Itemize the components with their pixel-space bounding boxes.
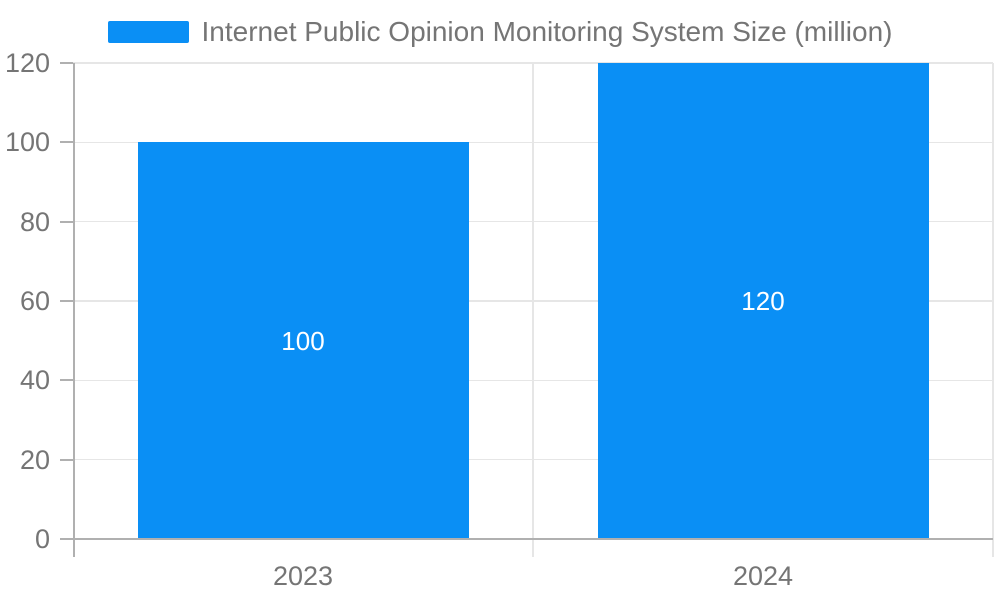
- y-tick-label: 40: [19, 365, 50, 396]
- y-tick-label: 80: [19, 206, 50, 237]
- y-axis-tick: [60, 458, 73, 461]
- y-axis-tick: [60, 379, 73, 382]
- bar[interactable]: 120: [597, 63, 929, 539]
- legend-swatch: [107, 21, 189, 43]
- y-axis-tick: [60, 62, 73, 64]
- x-tick-label: 2023: [272, 561, 334, 591]
- category-boundary-line: [532, 63, 534, 557]
- x-axis-line: [73, 538, 993, 540]
- legend-label: Internet Public Opinion Monitoring Syste…: [201, 16, 893, 47]
- x-tick-label: 2024: [732, 561, 794, 591]
- y-axis-tick: [60, 220, 73, 223]
- y-tick-label: 0: [34, 524, 50, 554]
- y-axis-tick: [60, 538, 73, 540]
- bar-value-label: 100: [281, 325, 325, 356]
- y-tick-label: 120: [4, 48, 50, 78]
- bar-value-label: 120: [741, 286, 785, 316]
- category-boundary-line: [992, 63, 994, 557]
- legend[interactable]: Internet Public Opinion Monitoring Syste…: [0, 18, 1000, 46]
- y-axis-tick: [60, 141, 73, 144]
- plot-area: 0 20 40 60 80 100 120 100 120 2023 2024: [5, 48, 994, 591]
- y-tick-label: 60: [19, 286, 50, 316]
- bar[interactable]: 100: [137, 142, 469, 539]
- y-tick-label: 20: [19, 444, 50, 475]
- y-axis-line: [73, 63, 75, 557]
- y-tick-label: 100: [4, 127, 50, 158]
- y-axis-tick: [60, 300, 73, 302]
